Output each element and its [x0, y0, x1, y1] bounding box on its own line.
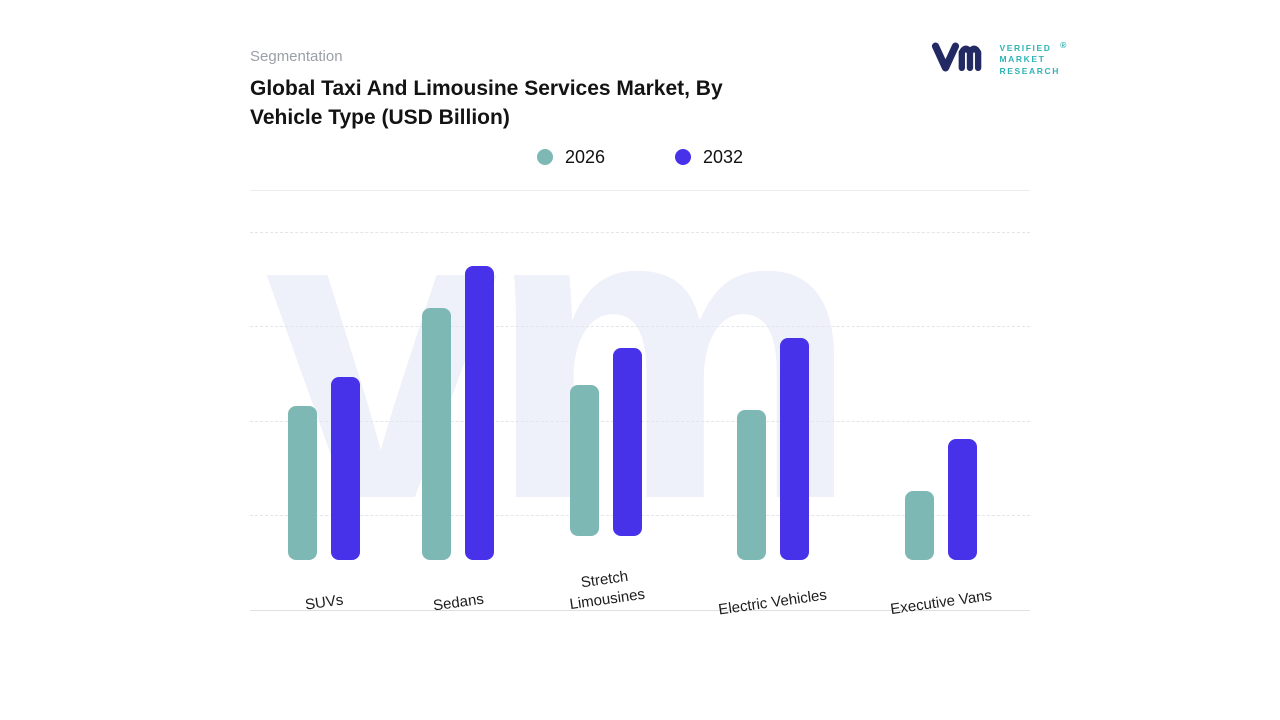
bar-group: Executive Vans — [889, 233, 993, 618]
bar-pair — [570, 233, 643, 537]
logo-line-research: RESEARCH — [999, 65, 1060, 76]
bar-pair — [736, 233, 809, 560]
section-eyebrow: Segmentation — [250, 48, 343, 65]
category-label: Electric Vehicles — [717, 586, 829, 619]
chart-title: Global Taxi And Limousine Services Marke… — [250, 75, 1030, 133]
category-label: Sedans — [431, 590, 485, 615]
category-label: Executive Vans — [889, 586, 993, 618]
bar-2032 — [779, 337, 809, 560]
legend-label: 2032 — [703, 146, 744, 167]
bar-groups: SUVs Sedans Stretch Limousines Electric Veh… — [250, 233, 1030, 618]
legend-swatch-icon — [536, 149, 553, 166]
bar-pair — [904, 233, 977, 560]
bar-2032 — [331, 376, 360, 560]
bar-2032 — [465, 265, 495, 560]
category-label: Stretch Limousines — [568, 568, 647, 614]
plot-area: vm SUVs Sedans Stretch Limousines Electric … — [250, 142, 1030, 618]
bar-2026 — [904, 491, 934, 560]
bar-pair — [422, 233, 495, 560]
bar-pair — [288, 233, 360, 560]
bar-group: Stretch Limousines — [556, 233, 656, 614]
bar-2032 — [613, 348, 643, 537]
legend-item-2032: 2032 — [675, 147, 743, 168]
legend-item-2026: 2026 — [536, 146, 605, 168]
bar-2026 — [422, 308, 452, 560]
logo-line-market: MARKET — [999, 54, 1046, 65]
divider-line — [250, 189, 1030, 191]
legend-swatch-icon — [675, 149, 691, 166]
chart-title-line1: Global Taxi And Limousine Services Marke… — [250, 77, 723, 100]
bar-group: SUVs — [288, 233, 360, 614]
registered-mark: ® — [1060, 39, 1068, 50]
vmr-logo-wordmark: VERIFIED MARKET RESEARCH ® — [999, 40, 1066, 77]
bar-2026 — [736, 409, 766, 560]
legend: 2026 2032 — [250, 147, 1030, 168]
bar-group: Sedans — [422, 233, 495, 615]
chart-title-line2: Vehicle Type (USD Billion) — [250, 105, 510, 129]
bar-2026 — [570, 384, 600, 537]
vmr-logo-icon — [931, 38, 989, 81]
bar-2026 — [288, 406, 317, 560]
bar-group: Electric Vehicles — [718, 233, 828, 618]
x-axis-baseline — [250, 609, 1030, 611]
vmr-logo: VERIFIED MARKET RESEARCH ® — [931, 38, 1066, 81]
category-label: SUVs — [303, 591, 345, 614]
chart-panel: Segmentation Global Taxi And Limousine S… — [250, 48, 1030, 618]
legend-label: 2026 — [564, 146, 605, 167]
logo-line-verified: VERIFIED — [999, 42, 1052, 53]
gridline — [250, 231, 1030, 233]
gridline — [250, 326, 1030, 328]
bar-2032 — [947, 438, 977, 560]
